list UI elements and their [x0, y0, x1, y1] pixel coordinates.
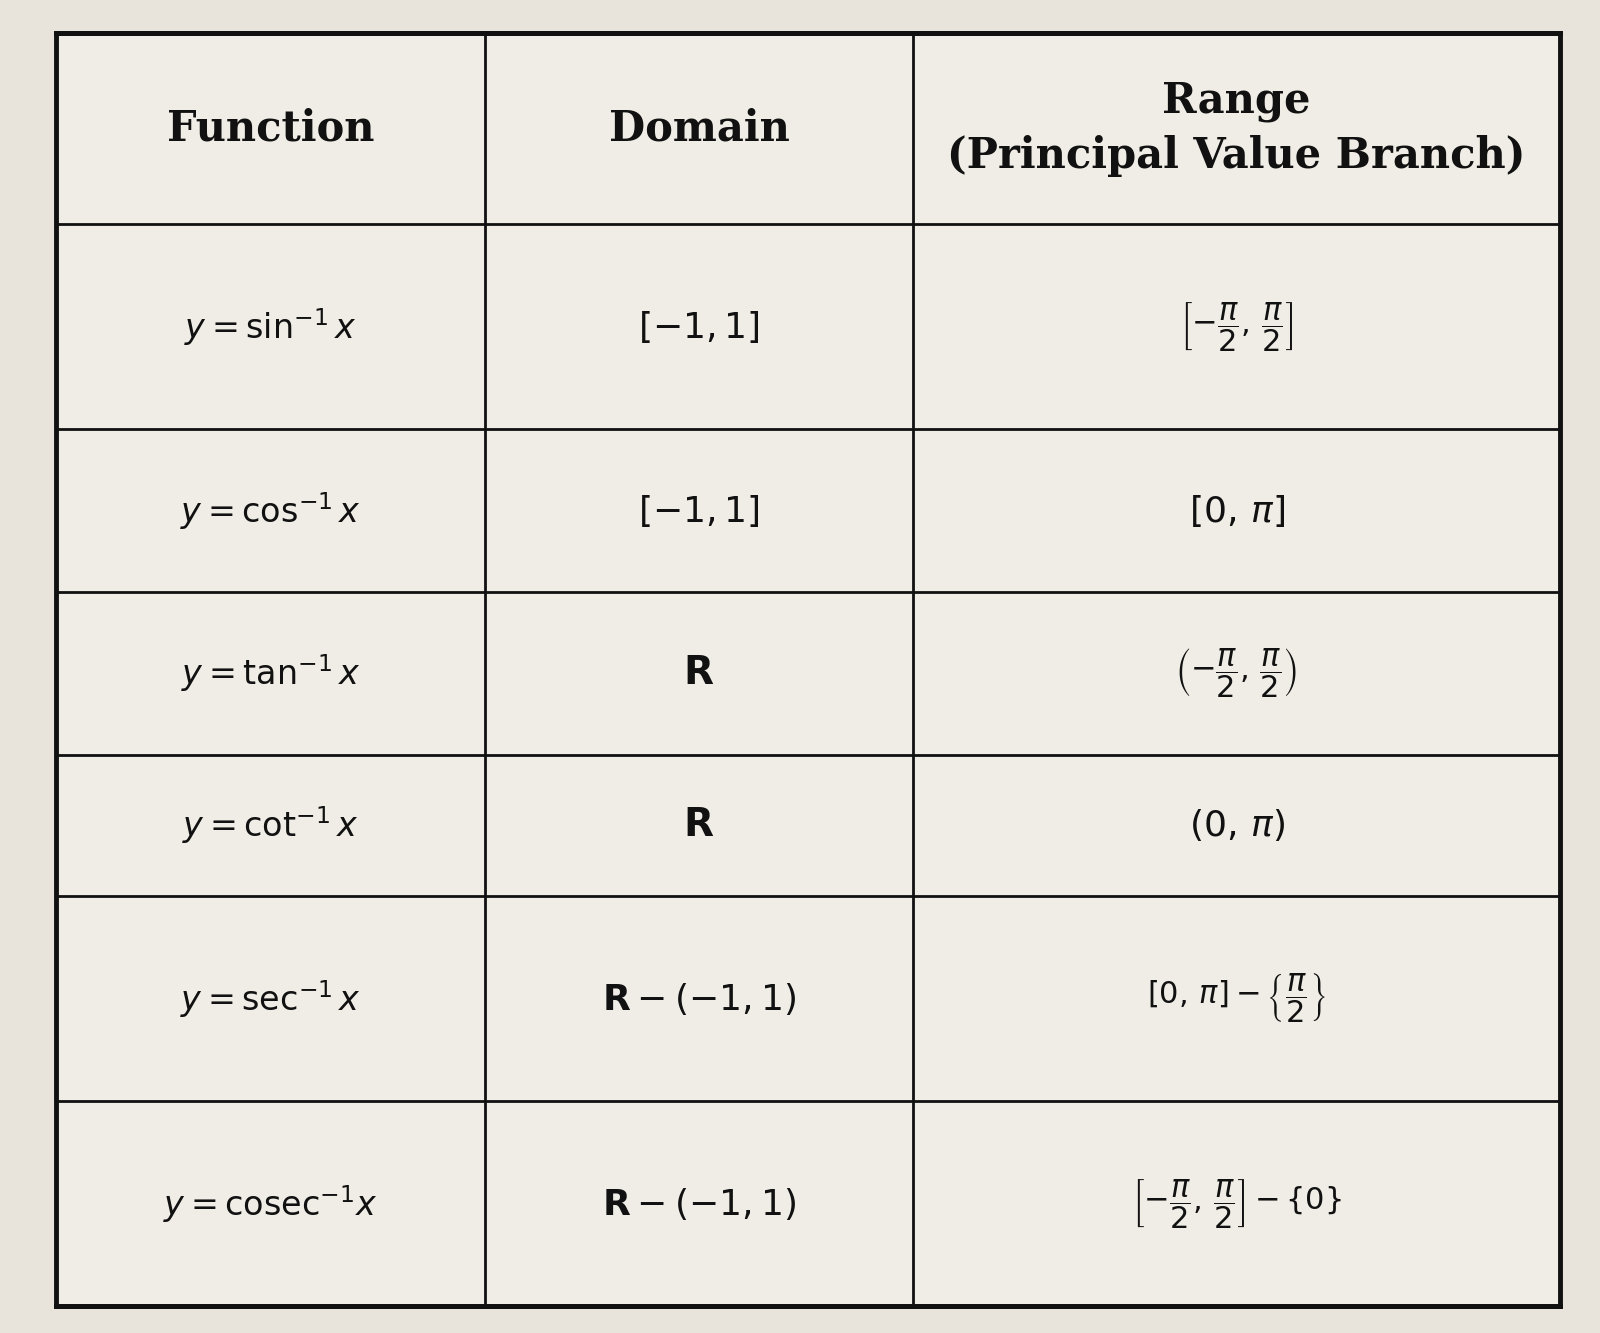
Text: $[ - 1, 1 ]$: $[ - 1, 1 ]$ [638, 309, 760, 345]
Text: $(0,\, \pi)$: $(0,\, \pi)$ [1189, 808, 1285, 844]
Text: $\mathbf{R}$: $\mathbf{R}$ [683, 806, 715, 844]
Text: $\left( -\dfrac{\pi}{2},\, \dfrac{\pi}{2} \right)$: $\left( -\dfrac{\pi}{2},\, \dfrac{\pi}{2… [1176, 647, 1298, 700]
Text: $y = \tan^{-1}x$: $y = \tan^{-1}x$ [181, 652, 360, 694]
Text: $\mathbf{R} - (-1, 1)$: $\mathbf{R} - (-1, 1)$ [602, 1186, 795, 1222]
Text: $y = \sec^{-1}x$: $y = \sec^{-1}x$ [179, 978, 362, 1020]
Text: $\left[ -\dfrac{\pi}{2},\, \dfrac{\pi}{2} \right] - \{0\}$: $\left[ -\dfrac{\pi}{2},\, \dfrac{\pi}{2… [1131, 1177, 1341, 1230]
Text: $\left[ -\dfrac{\pi}{2},\, \dfrac{\pi}{2} \right]$: $\left[ -\dfrac{\pi}{2},\, \dfrac{\pi}{2… [1179, 300, 1293, 353]
Text: $[0,\, \pi] - \left\{ \dfrac{\pi}{2} \right\}$: $[0,\, \pi] - \left\{ \dfrac{\pi}{2} \ri… [1147, 972, 1326, 1025]
Text: Function: Function [166, 108, 374, 149]
Text: $[ 0,\, \pi ]$: $[ 0,\, \pi ]$ [1189, 493, 1285, 529]
Text: $[ -1, 1 ]$: $[ -1, 1 ]$ [638, 493, 760, 529]
Text: $y = \cot^{-1}x$: $y = \cot^{-1}x$ [182, 805, 358, 846]
Text: $\mathbf{R}$: $\mathbf{R}$ [683, 655, 715, 692]
Text: $y = \cos^{-1}x$: $y = \cos^{-1}x$ [179, 489, 360, 532]
Text: $y = \sin^{-1}x$: $y = \sin^{-1}x$ [184, 307, 357, 348]
Text: Domain: Domain [608, 108, 789, 149]
Text: $\mathbf{R} - (-1, 1)$: $\mathbf{R} - (-1, 1)$ [602, 981, 795, 1017]
Text: Range
(Principal Value Branch): Range (Principal Value Branch) [947, 80, 1526, 177]
Text: $y = \mathrm{cosec}^{-1}x$: $y = \mathrm{cosec}^{-1}x$ [163, 1182, 378, 1225]
